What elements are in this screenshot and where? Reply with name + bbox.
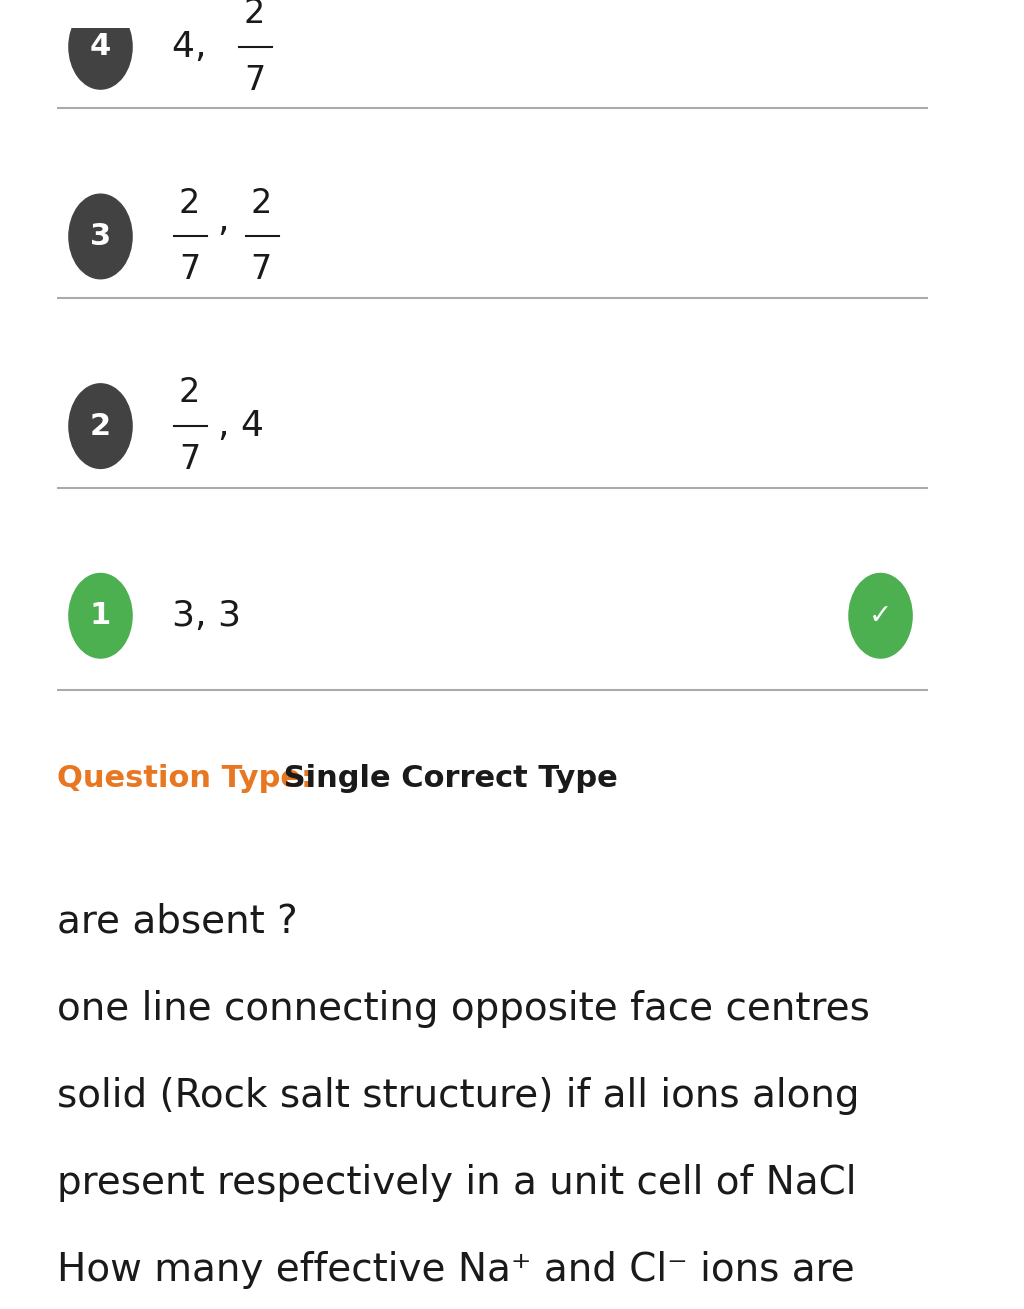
Text: 7: 7 <box>179 442 200 476</box>
Text: present respectively in a unit cell of NaCl: present respectively in a unit cell of N… <box>57 1164 857 1202</box>
Text: 7: 7 <box>179 253 200 287</box>
Text: 2: 2 <box>179 376 201 410</box>
Text: 2: 2 <box>179 187 201 220</box>
Text: Question Type:: Question Type: <box>57 764 313 793</box>
Text: solid (Rock salt structure) if all ions along: solid (Rock salt structure) if all ions … <box>57 1077 860 1115</box>
Circle shape <box>69 194 132 279</box>
Text: 4: 4 <box>90 33 112 62</box>
Text: 4,: 4, <box>172 30 218 64</box>
Text: 7: 7 <box>251 253 272 287</box>
Circle shape <box>849 573 912 658</box>
Text: 1: 1 <box>90 601 112 630</box>
Circle shape <box>69 573 132 658</box>
Text: 2: 2 <box>90 411 111 441</box>
Text: ✓: ✓ <box>869 602 892 630</box>
Text: , 4: , 4 <box>218 410 264 444</box>
Text: 3: 3 <box>90 223 111 251</box>
Circle shape <box>69 4 132 89</box>
Text: 2: 2 <box>251 187 272 220</box>
Text: 7: 7 <box>244 64 265 97</box>
Text: How many effective Na⁺ and Cl⁻ ions are: How many effective Na⁺ and Cl⁻ ions are <box>57 1251 855 1289</box>
Text: are absent ?: are absent ? <box>57 903 298 941</box>
Text: Single Correct Type: Single Correct Type <box>272 764 617 793</box>
Text: one line connecting opposite face centres: one line connecting opposite face centre… <box>57 990 870 1028</box>
Circle shape <box>69 384 132 469</box>
Text: 2: 2 <box>244 0 265 30</box>
Text: 3, 3: 3, 3 <box>172 598 242 632</box>
Text: ,: , <box>217 204 228 238</box>
